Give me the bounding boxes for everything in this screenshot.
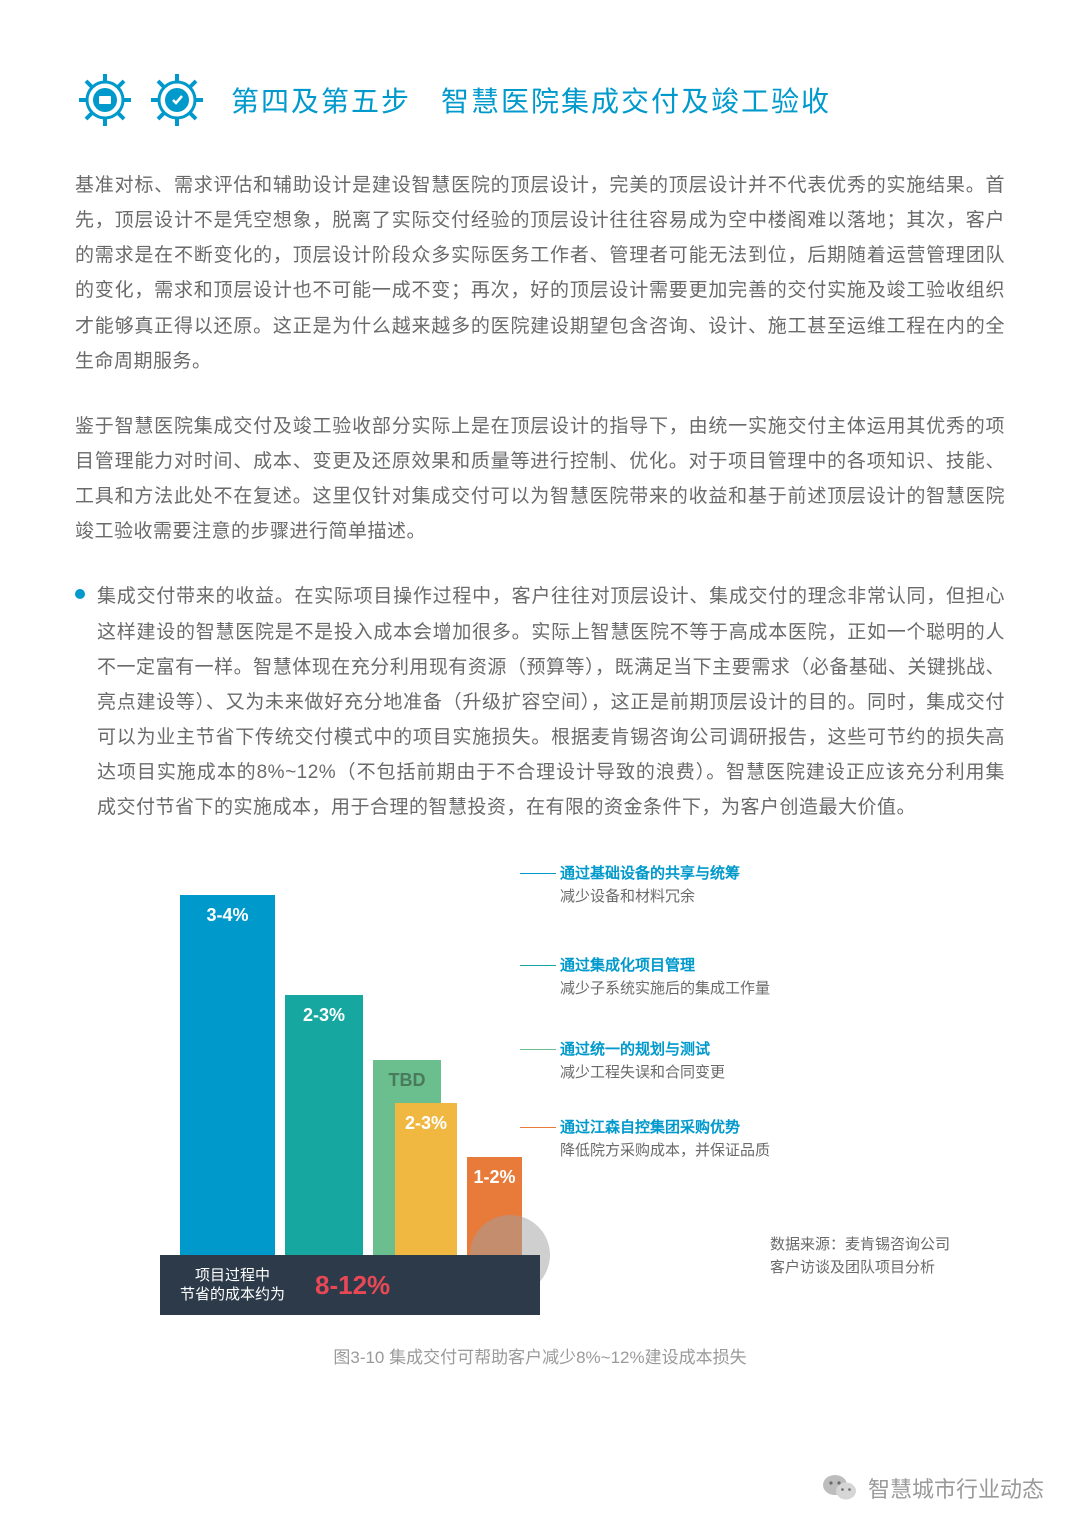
bullet-text: 集成交付带来的收益。在实际项目操作过程中，客户往往对顶层设计、集成交付的理念非常…: [97, 579, 1005, 825]
annotation-title: 通过江森自控集团采购优势: [560, 1117, 770, 1140]
footer-attribution: 智慧城市行业动态: [822, 1472, 1044, 1504]
annotation-subtitle: 减少工程失误和合同变更: [560, 1062, 725, 1085]
chart-bar: 2-3%: [395, 1103, 457, 1255]
callout-line: [520, 1127, 556, 1128]
base-left-label: 项目过程中节省的成本约为: [160, 1266, 305, 1305]
callout-line: [520, 965, 556, 966]
chart-annotation: 通过基础设备的共享与统筹减少设备和材料冗余: [560, 863, 740, 908]
chart-data-source: 数据来源：麦肯锡咨询公司客户访谈及团队项目分析: [770, 1234, 950, 1279]
paragraph-1: 基准对标、需求评估和辅助设计是建设智慧医院的顶层设计，完美的顶层设计并不代表优秀…: [75, 168, 1005, 379]
callout-line: [520, 1049, 556, 1050]
bullet-icon: [75, 589, 85, 599]
chart-annotation: 通过江森自控集团采购优势降低院方采购成本，并保证品质: [560, 1117, 770, 1162]
base-total-value: 8-12%: [315, 1270, 390, 1301]
annotation-title: 通过集成化项目管理: [560, 955, 770, 978]
chart-bar: 2-3%: [285, 995, 363, 1255]
annotation-title: 通过基础设备的共享与统筹: [560, 863, 740, 886]
bullet-block: 集成交付带来的收益。在实际项目操作过程中，客户往往对顶层设计、集成交付的理念非常…: [75, 579, 1005, 825]
gear-icon: [75, 70, 135, 130]
chart-base-box: 项目过程中节省的成本约为 8-12%: [160, 1255, 540, 1315]
annotation-subtitle: 降低院方采购成本，并保证品质: [560, 1140, 770, 1163]
chart-bar: 3-4%: [180, 895, 275, 1255]
footer-text: 智慧城市行业动态: [868, 1472, 1044, 1504]
page-header: 第四及第五步 智慧医院集成交付及竣工验收: [75, 70, 1005, 130]
savings-bar-chart: 3-4%2-3%TBD2-3%1-2%项目过程中节省的成本约为8-12% 通过基…: [130, 865, 950, 1315]
annotation-subtitle: 减少设备和材料冗余: [560, 886, 740, 909]
chart-annotation: 通过集成化项目管理减少子系统实施后的集成工作量: [560, 955, 770, 1000]
annotation-title: 通过统一的规划与测试: [560, 1039, 725, 1062]
wechat-icon: [822, 1473, 858, 1503]
figure-caption: 图3-10 集成交付可帮助客户减少8%~12%建设成本损失: [75, 1343, 1005, 1368]
section-title: 第四及第五步 智慧医院集成交付及竣工验收: [231, 80, 831, 120]
callout-line: [520, 873, 556, 874]
paragraph-2: 鉴于智慧医院集成交付及竣工验收部分实际上是在顶层设计的指导下，由统一实施交付主体…: [75, 409, 1005, 550]
chart-annotation: 通过统一的规划与测试减少工程失误和合同变更: [560, 1039, 725, 1084]
annotation-subtitle: 减少子系统实施后的集成工作量: [560, 978, 770, 1001]
gear-icon: [147, 70, 207, 130]
